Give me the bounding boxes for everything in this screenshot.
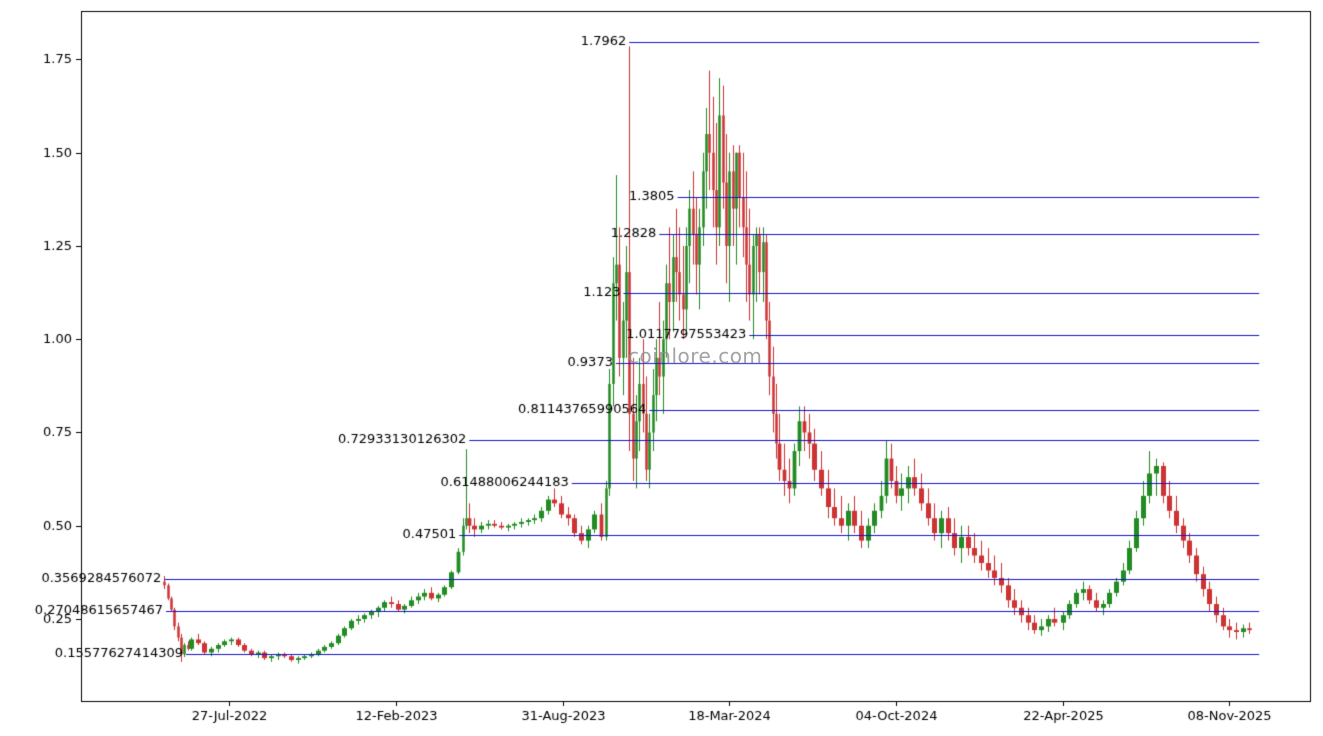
figure: coinlore.com [0,0,1323,736]
candlestick-chart-canvas [0,0,1323,736]
